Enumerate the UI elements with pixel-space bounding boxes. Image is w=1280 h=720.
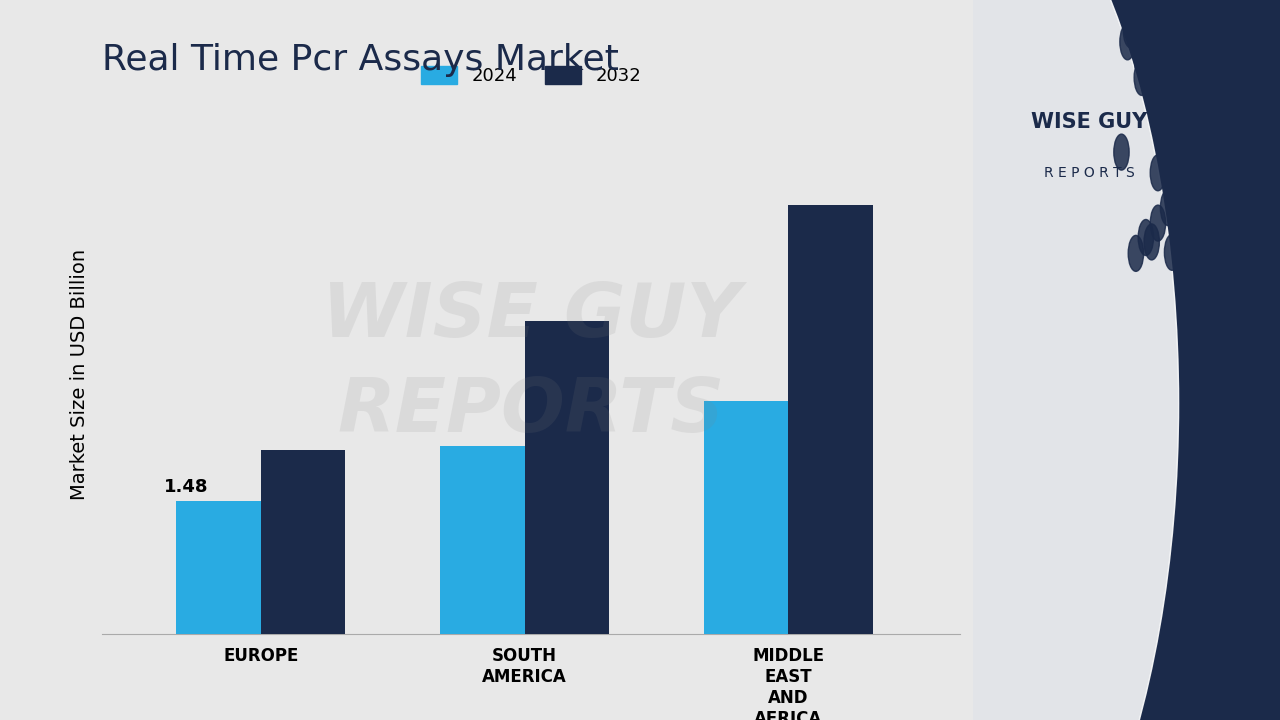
Text: Real Time Pcr Assays Market: Real Time Pcr Assays Market [102,43,620,77]
Circle shape [1229,228,1244,264]
Circle shape [1144,224,1160,260]
Circle shape [1174,102,1189,138]
Circle shape [1249,261,1265,297]
Circle shape [1204,146,1220,182]
Bar [525,321,609,634]
Circle shape [675,0,1179,720]
Circle shape [1274,52,1280,88]
Circle shape [1166,130,1181,166]
Circle shape [1226,0,1242,13]
Circle shape [1188,78,1203,114]
Circle shape [1243,188,1258,224]
Circle shape [1274,70,1280,106]
Circle shape [1266,101,1280,137]
Circle shape [1245,0,1261,31]
Circle shape [1114,134,1129,170]
Circle shape [1222,241,1238,277]
Circle shape [1165,234,1180,270]
Circle shape [1135,35,1151,71]
Circle shape [1171,181,1187,217]
Circle shape [1185,131,1201,167]
Text: R E P O R T S: R E P O R T S [1044,166,1135,180]
Bar [704,401,788,634]
Circle shape [1249,199,1265,235]
Bar [440,446,525,634]
Circle shape [1187,138,1202,174]
Circle shape [1190,147,1206,183]
Circle shape [1176,58,1192,94]
Circle shape [1174,221,1189,257]
Bar [788,204,873,634]
Bar [177,501,261,634]
Circle shape [1134,39,1149,75]
Circle shape [1238,185,1253,221]
Circle shape [1128,235,1143,271]
Circle shape [1151,155,1166,191]
Circle shape [1261,102,1276,138]
Circle shape [1254,98,1270,134]
Circle shape [1229,243,1244,279]
Circle shape [1144,69,1160,105]
Circle shape [1243,99,1258,135]
Circle shape [1251,161,1266,197]
Circle shape [1242,34,1257,70]
Circle shape [1220,178,1235,214]
Circle shape [1190,119,1206,155]
Circle shape [1224,179,1239,215]
Y-axis label: Market Size in USD Billion: Market Size in USD Billion [69,249,88,500]
Circle shape [1138,220,1153,256]
Circle shape [1226,263,1242,299]
Circle shape [1161,189,1176,225]
Circle shape [1239,127,1254,163]
Circle shape [1192,135,1207,171]
Bar [261,451,346,634]
Text: WISE GUY: WISE GUY [1032,112,1148,132]
Legend: 2024, 2032: 2024, 2032 [412,57,650,94]
Circle shape [1236,243,1252,279]
Circle shape [1134,60,1149,96]
Circle shape [1275,68,1280,104]
Circle shape [1123,12,1138,48]
Circle shape [1230,0,1245,33]
Circle shape [1185,79,1201,115]
Text: 1.48: 1.48 [164,478,207,496]
Circle shape [1151,205,1166,241]
Circle shape [1146,53,1161,89]
Circle shape [1251,0,1266,15]
Text: WISE GUY
REPORTS: WISE GUY REPORTS [321,279,741,449]
Circle shape [1242,33,1257,69]
Circle shape [1217,253,1233,289]
Circle shape [1120,24,1135,60]
